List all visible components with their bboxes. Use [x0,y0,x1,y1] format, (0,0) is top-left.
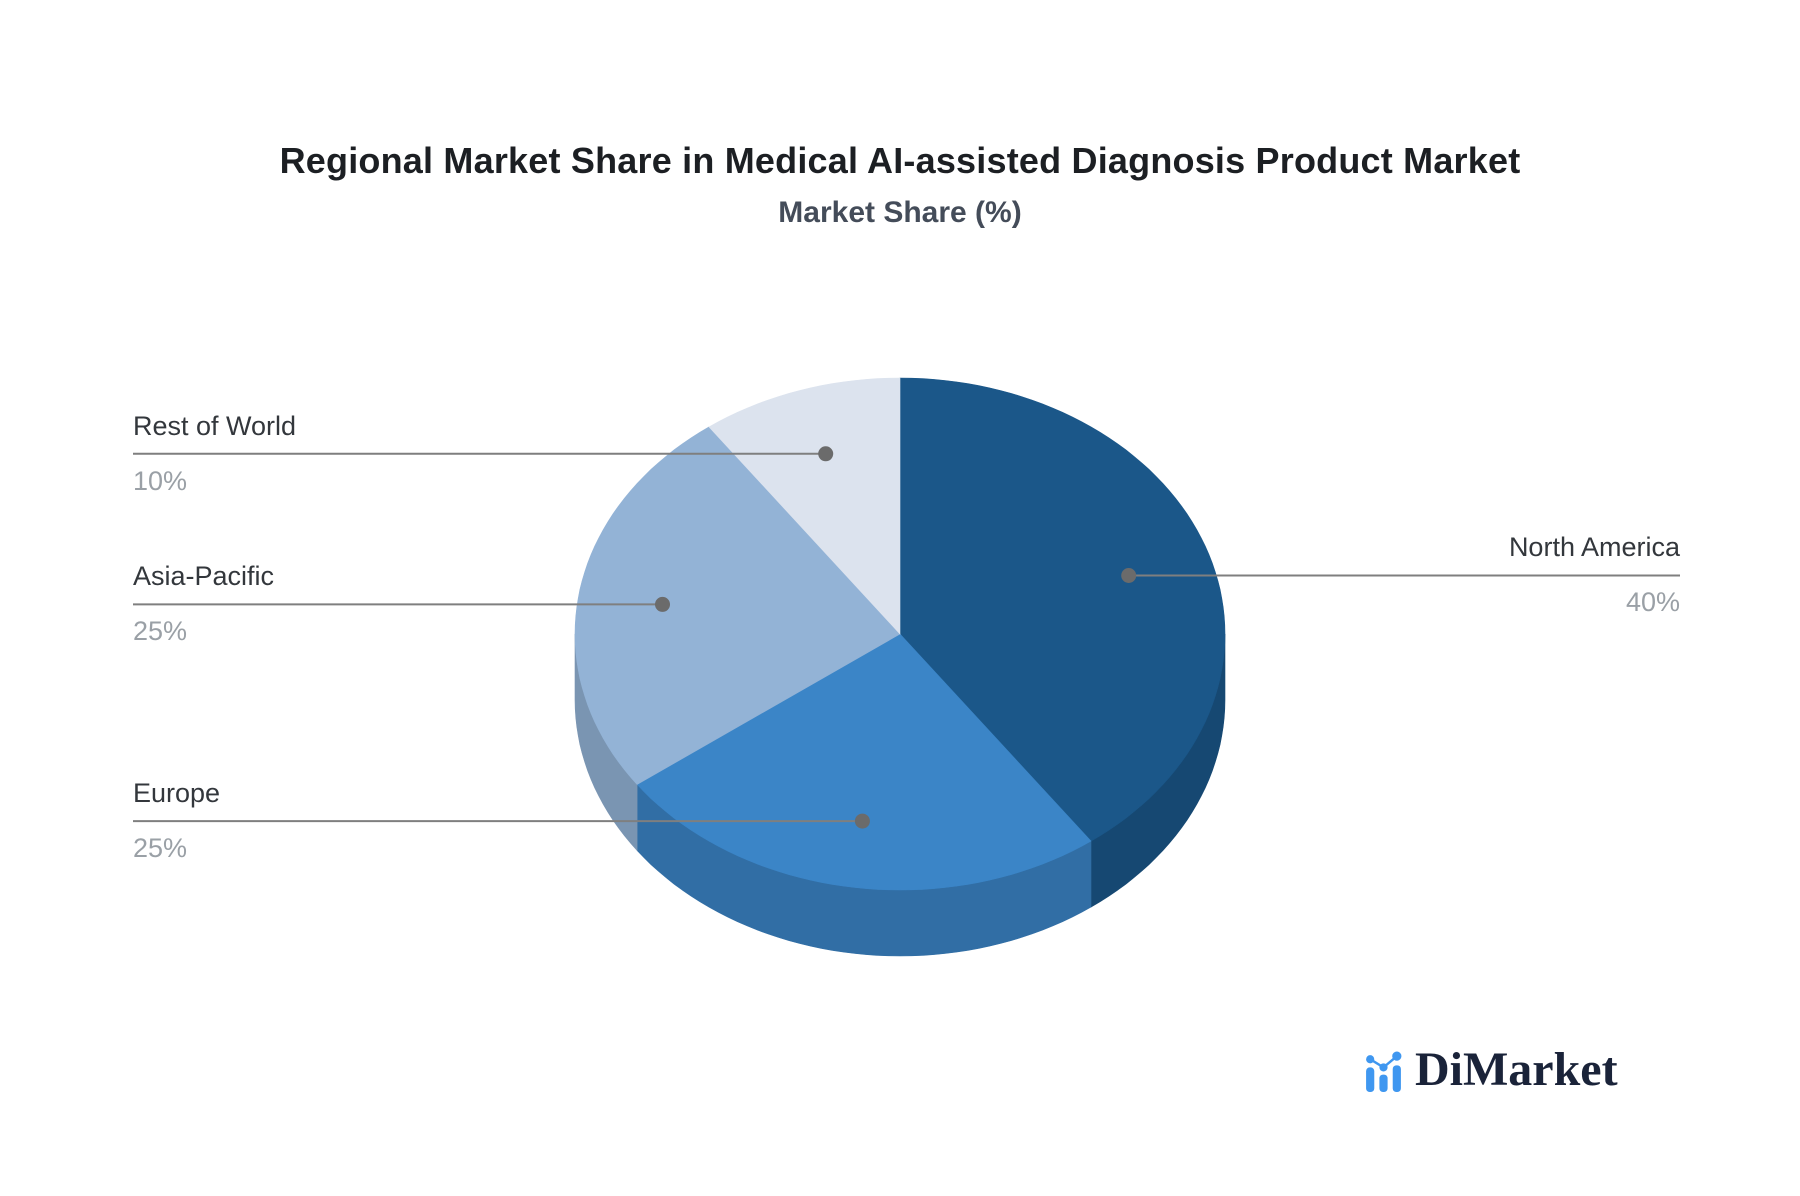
logo-bar [1392,1065,1401,1092]
slice-value-2: 25% [133,616,188,647]
logo-dot [1392,1051,1402,1061]
slice-label-2: Asia-Pacific [133,561,275,592]
bar-line-chart-icon [1366,1051,1402,1092]
leader-dot-0 [1121,568,1137,583]
slice-value-1: 25% [133,833,188,864]
slice-value-3: 10% [133,465,188,496]
chart-subtitle: Market Share (%) [778,196,1022,229]
slice-label-0: North America [1508,532,1680,563]
leader-dot-2 [655,596,670,612]
slice-label-3: Rest of World [133,410,297,441]
leader-dot-3 [818,446,834,462]
slice-label-1: Europe [133,778,221,809]
slice-value-0: 40% [1625,587,1680,618]
brand-name: DiMarket [1415,1042,1618,1096]
logo-dot [1379,1063,1388,1072]
logo-dot [1366,1055,1375,1064]
logo-bar [1379,1074,1388,1092]
brand-logo: DiMarket [1363,1042,1618,1096]
page-title: Regional Market Share in Medical AI-assi… [279,140,1521,181]
pie-slice-north-america [899,377,1226,842]
pie-slice-rest-of-world [708,377,901,635]
pie-slice-europe [636,633,1092,891]
logo-bar [1366,1067,1375,1092]
leader-dot-1 [854,813,870,829]
pie-slice-asia-pacific [574,426,901,785]
